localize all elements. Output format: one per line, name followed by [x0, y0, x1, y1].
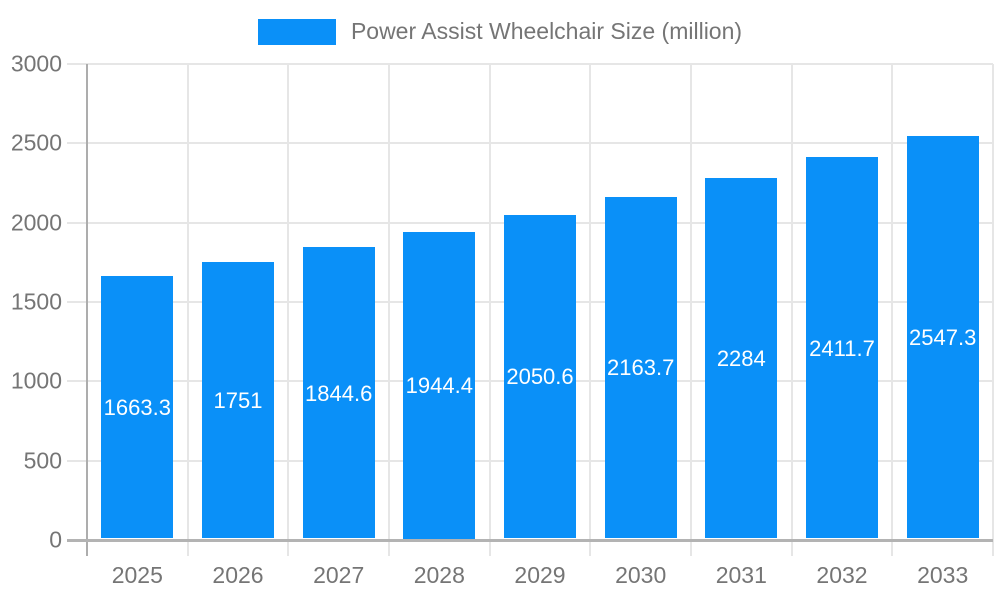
x-gridline — [891, 64, 893, 556]
x-gridline — [388, 64, 390, 556]
x-tick-label: 2030 — [615, 562, 667, 588]
x-gridline — [992, 64, 994, 556]
bar-value-label: 1751 — [213, 388, 263, 414]
bar-value-label: 2411.7 — [809, 335, 875, 361]
y-tick-label: 1000 — [10, 367, 62, 394]
x-tick-label: 2033 — [917, 562, 969, 588]
bar-value-label: 2547.3 — [909, 324, 977, 350]
x-axis-line — [67, 539, 993, 542]
x-tick-label: 2029 — [514, 562, 566, 588]
x-tick-label: 2026 — [212, 562, 264, 588]
bar[interactable] — [504, 214, 576, 539]
x-tick-label: 2031 — [715, 562, 767, 588]
bar-value-label: 2050.6 — [506, 364, 574, 390]
y-tick-label: 2500 — [10, 129, 62, 156]
bar-value-label: 1844.6 — [305, 380, 373, 406]
bar[interactable] — [403, 231, 476, 539]
bar[interactable] — [705, 177, 778, 539]
bar[interactable] — [202, 262, 274, 539]
bar[interactable] — [101, 276, 174, 539]
x-tick-label: 2027 — [313, 562, 365, 588]
y-tick-label: 500 — [23, 447, 62, 474]
bar[interactable] — [302, 247, 375, 539]
x-gridline — [187, 64, 189, 556]
y-tick-label: 0 — [49, 526, 62, 553]
x-tick-label: 2032 — [816, 562, 868, 588]
legend-item[interactable]: Power Assist Wheelchair Size (million) — [257, 18, 743, 45]
bar-value-label: 2284 — [716, 345, 766, 371]
y-tick-label: 2000 — [10, 209, 62, 236]
bar-value-label: 1663.3 — [103, 395, 171, 420]
x-gridline — [690, 64, 692, 556]
legend: Power Assist Wheelchair Size (million) — [0, 18, 1000, 45]
bar-value-label: 1944.4 — [405, 372, 473, 398]
x-gridline — [287, 64, 289, 556]
y-gridline — [67, 63, 993, 65]
legend-label: Power Assist Wheelchair Size (million) — [350, 18, 743, 44]
y-tick-label: 1500 — [10, 288, 62, 315]
y-axis-line — [86, 64, 88, 556]
bar[interactable] — [906, 135, 979, 539]
y-tick-label: 3000 — [10, 50, 62, 77]
bar[interactable] — [604, 196, 677, 539]
bar-value-label: 2163.7 — [607, 355, 675, 381]
legend-swatch-icon — [257, 18, 336, 45]
bar[interactable] — [806, 157, 878, 539]
x-tick-label: 2025 — [111, 562, 163, 588]
x-tick-label: 2028 — [413, 562, 465, 588]
x-gridline — [791, 64, 793, 556]
y-gridline — [67, 142, 993, 144]
x-gridline — [489, 64, 491, 556]
x-gridline — [589, 64, 591, 556]
